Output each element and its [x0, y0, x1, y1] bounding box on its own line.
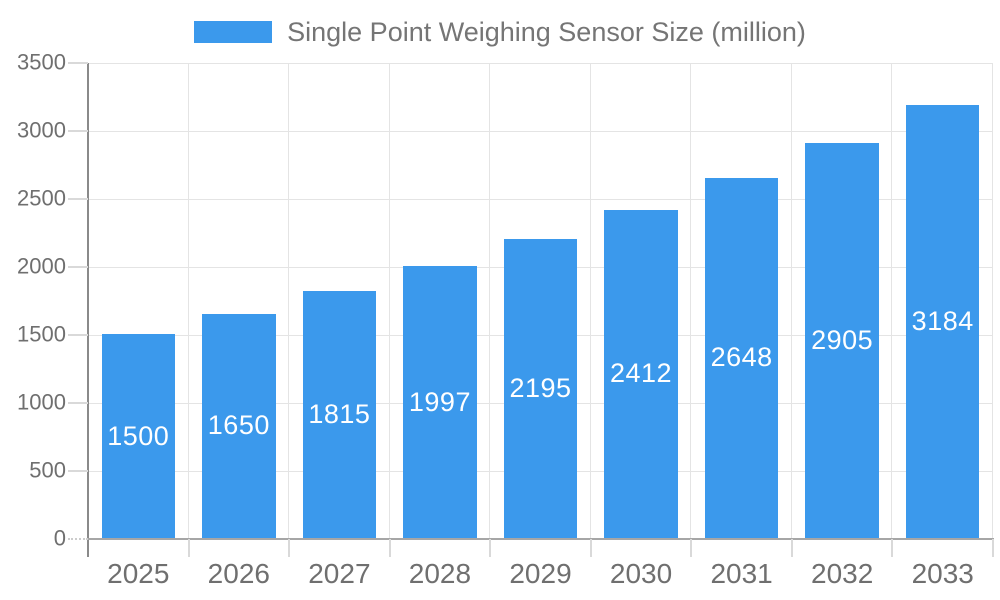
- y-tick-label: 1000: [17, 389, 66, 415]
- gridline-horizontal: [88, 199, 993, 200]
- y-axis-line: [87, 63, 89, 557]
- x-axis-tick: [690, 539, 693, 557]
- bar-2028[interactable]: 1997: [403, 266, 477, 538]
- y-tick-label: 0: [53, 525, 66, 551]
- y-tick-label: 500: [29, 457, 66, 483]
- y-axis-tick: [68, 198, 88, 200]
- x-axis-tick: [589, 539, 592, 557]
- bar-value-label: 3184: [911, 305, 974, 336]
- gridline-vertical: [187, 63, 189, 539]
- y-tick-label: 3000: [17, 117, 66, 143]
- gridline-horizontal: [88, 131, 993, 132]
- x-axis-tick: [388, 539, 391, 557]
- bar-2026[interactable]: 1650: [202, 313, 276, 538]
- x-axis-tick: [790, 539, 793, 557]
- bar-value-label: 1500: [107, 420, 170, 451]
- bar-2032[interactable]: 2905: [805, 142, 879, 538]
- gridline-vertical: [489, 63, 491, 539]
- x-tick-label-2026: 2026: [207, 558, 270, 589]
- bar-value-label: 2905: [811, 324, 874, 355]
- x-axis-tick: [288, 539, 291, 557]
- bar-2031[interactable]: 2648: [704, 177, 779, 538]
- bar-2030[interactable]: 2412: [604, 209, 678, 538]
- y-axis-tick: [68, 402, 88, 404]
- x-tick-label-2025: 2025: [107, 558, 170, 589]
- y-tick-label: 1500: [17, 321, 66, 347]
- bar-value-label: 2648: [710, 342, 773, 373]
- bar-2029[interactable]: 2195: [503, 239, 578, 538]
- y-axis-tick: [68, 334, 88, 336]
- x-tick-label-2028: 2028: [408, 558, 472, 589]
- x-axis-line: [87, 538, 994, 540]
- gridline-vertical: [891, 63, 893, 539]
- x-tick-label-2029: 2029: [509, 558, 572, 589]
- x-axis-tick: [992, 539, 994, 557]
- x-tick-label-2027: 2027: [308, 558, 371, 589]
- y-axis-tick: [68, 266, 88, 268]
- bar-value-label: 1815: [308, 399, 371, 430]
- y-axis-tick: [68, 130, 88, 132]
- x-axis-tick: [489, 539, 492, 557]
- x-tick-label-2031: 2031: [710, 558, 773, 589]
- gridline-vertical: [690, 63, 692, 539]
- x-axis-tick: [187, 539, 190, 557]
- x-tick-label-2033: 2033: [911, 558, 974, 589]
- bar-2033[interactable]: 3184: [905, 104, 980, 538]
- y-axis-tick: [68, 470, 88, 472]
- gridline-horizontal: [88, 63, 993, 64]
- y-axis-tick: [68, 62, 88, 64]
- gridline-vertical: [388, 63, 390, 539]
- bar-value-label: 2195: [509, 373, 572, 404]
- y-tick-label: 2500: [17, 185, 66, 211]
- legend-color-swatch: [194, 21, 273, 43]
- x-tick-label-2030: 2030: [609, 558, 673, 589]
- x-tick-label-2032: 2032: [811, 558, 874, 589]
- bar-value-label: 1997: [408, 386, 471, 417]
- gridline-vertical: [992, 63, 993, 539]
- y-tick-label: 3500: [17, 49, 66, 75]
- x-axis-tick: [891, 539, 894, 557]
- bar-value-label: 2412: [610, 358, 673, 389]
- bar-value-label: 1650: [207, 410, 270, 441]
- bar-2025[interactable]: 1500: [101, 334, 176, 538]
- legend-item[interactable]: Single Point Weighing Sensor Size (milli…: [0, 10, 1000, 54]
- gridline-vertical: [790, 63, 792, 539]
- bar-2027[interactable]: 1815: [302, 291, 377, 538]
- gridline-vertical: [589, 63, 591, 539]
- legend-label: Single Point Weighing Sensor Size (milli…: [287, 16, 806, 47]
- y-tick-label: 2000: [17, 253, 66, 279]
- gridline-vertical: [288, 63, 290, 539]
- y-axis-tick: [68, 538, 88, 540]
- plot-area: 1500 1650 1815 1997 2195 2412 2648 2905 3184: [88, 63, 993, 539]
